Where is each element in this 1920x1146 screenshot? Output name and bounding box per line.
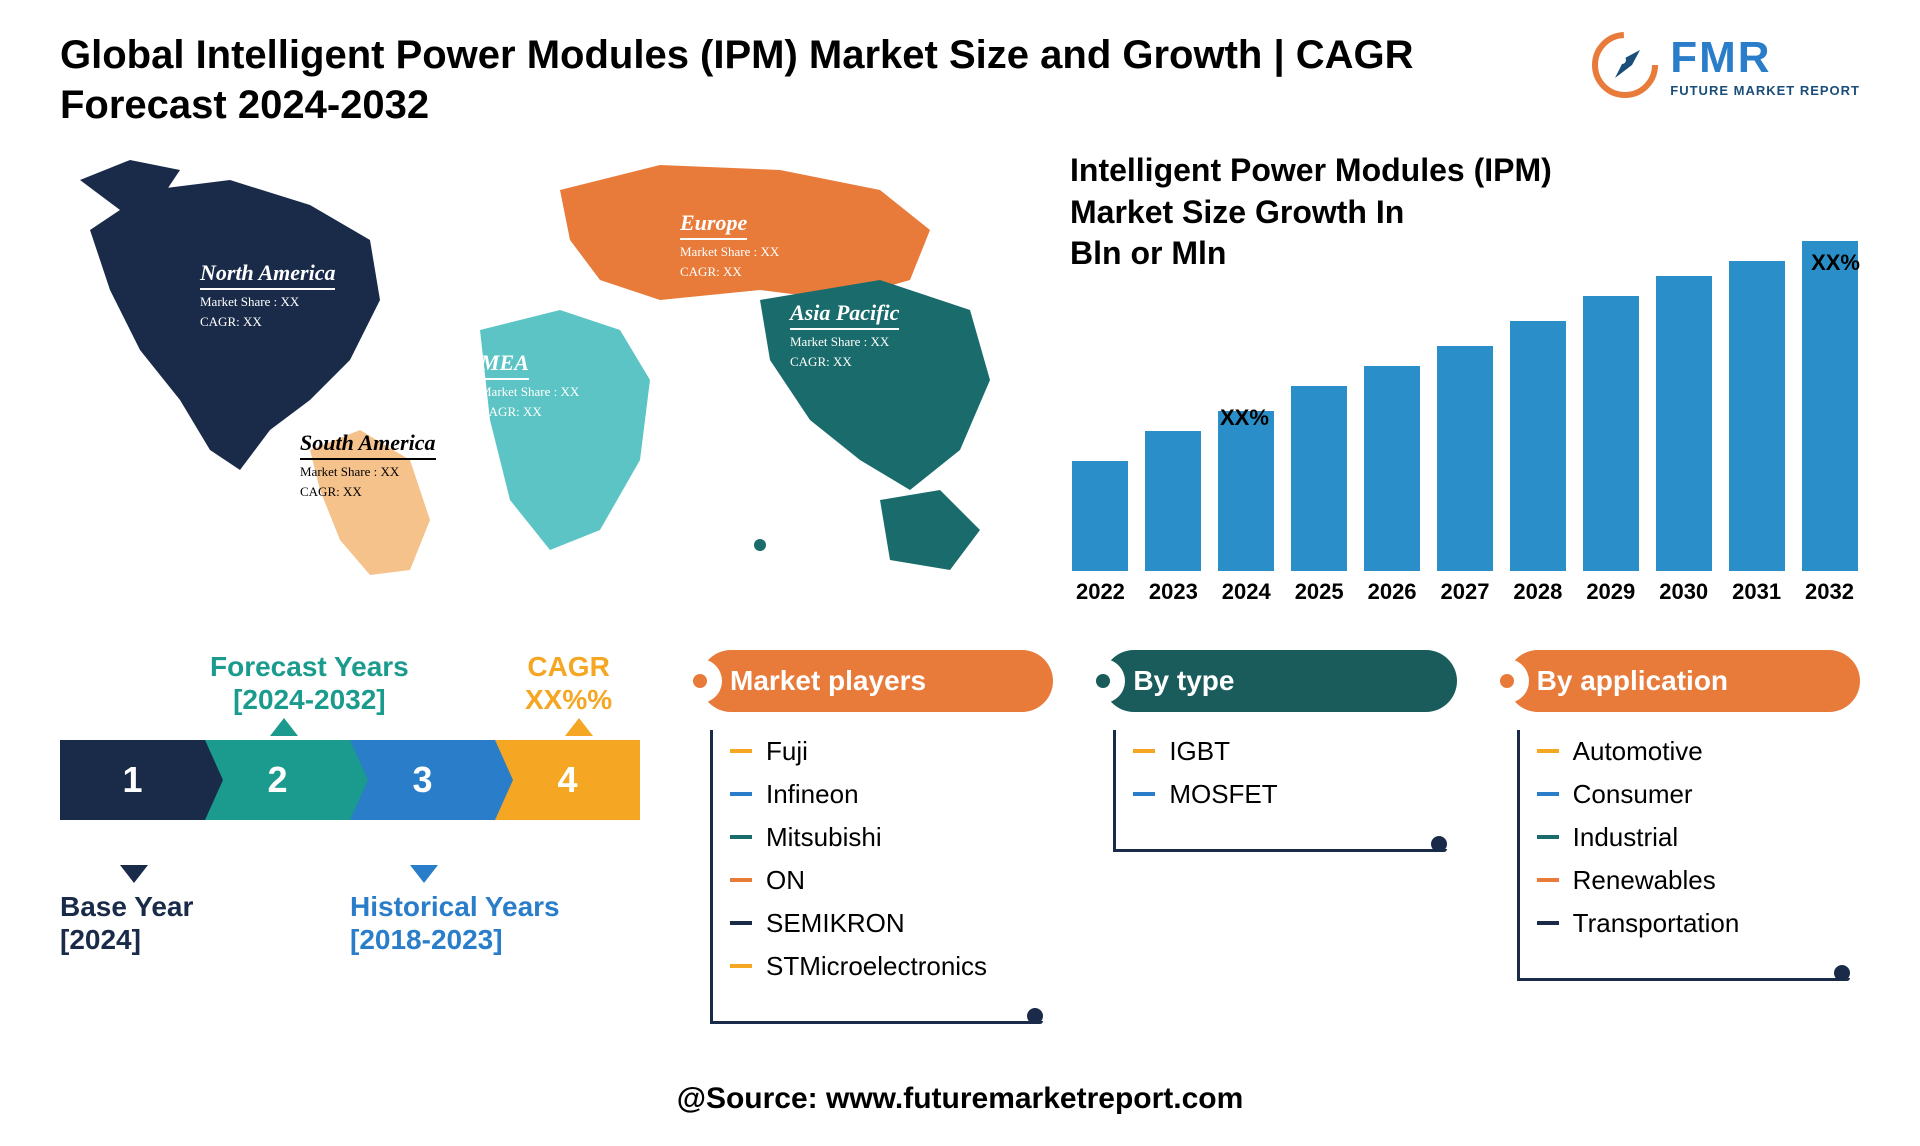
list-item: Fuji (730, 736, 1033, 767)
bar-2029: 2029 (1580, 296, 1641, 605)
bar-2027: 2027 (1435, 346, 1496, 605)
category-by-application: By application Automotive Consumer Industri… (1507, 650, 1860, 1024)
list-item: SEMIKRON (730, 908, 1033, 939)
list-item: Industrial (1537, 822, 1840, 853)
chart-title: Intelligent Power Modules (IPM) Market S… (1070, 150, 1860, 275)
bar-label-2024: XX% (1220, 405, 1269, 431)
timeline-box-2: 2 (205, 740, 350, 820)
main-row: North AmericaMarket Share : XXCAGR: XX So… (60, 150, 1860, 605)
list-item: IGBT (1133, 736, 1436, 767)
bar-2031: 2031 (1726, 261, 1787, 605)
map-region-ap: Asia PacificMarket Share : XXCAGR: XX (790, 300, 899, 370)
list-item: Transportation (1537, 908, 1840, 939)
bar-2028: 2028 (1507, 321, 1568, 605)
logo-text-sub: FUTURE MARKET REPORT (1670, 83, 1860, 98)
list-item: Renewables (1537, 865, 1840, 896)
base-year-label: Base Year[2024] (60, 890, 193, 957)
world-map: North AmericaMarket Share : XXCAGR: XX So… (60, 150, 1020, 580)
timeline: Forecast Years[2024-2032] CAGRXX%% 1 2 3… (60, 650, 640, 820)
category-header: By type (1103, 650, 1456, 712)
timeline-box-3: 3 (350, 740, 495, 820)
map-region-na: North AmericaMarket Share : XXCAGR: XX (200, 260, 335, 330)
list-item: Automotive (1537, 736, 1840, 767)
map-region-mea: MEAMarket Share : XXCAGR: XX (480, 350, 579, 420)
category-market-players: Market players Fuji Infineon Mitsubishi ON SE… (700, 650, 1053, 1024)
category-list: Fuji Infineon Mitsubishi ON SEMIKRON STMicroe… (700, 736, 1053, 1024)
category-header: By application (1507, 650, 1860, 712)
bar-2024: 2024 (1216, 411, 1277, 605)
page-title: Global Intelligent Power Modules (IPM) M… (60, 30, 1460, 130)
list-item: Mitsubishi (730, 822, 1033, 853)
historical-label: Historical Years[2018-2023] (350, 890, 560, 957)
category-list: IGBT MOSFET (1103, 736, 1456, 852)
bar-2023: 2023 (1143, 431, 1204, 605)
map-region-sa: South AmericaMarket Share : XXCAGR: XX (300, 430, 436, 500)
list-item: ON (730, 865, 1033, 896)
triangle-down-icon (410, 865, 438, 883)
list-item: Consumer (1537, 779, 1840, 810)
category-by-type: By type IGBT MOSFET (1103, 650, 1456, 1024)
map-region-eu: EuropeMarket Share : XXCAGR: XX (680, 210, 779, 280)
forecast-label: Forecast Years[2024-2032] (210, 650, 409, 717)
logo-icon (1590, 30, 1660, 100)
category-header: Market players (700, 650, 1053, 712)
bar-chart-section: Intelligent Power Modules (IPM) Market S… (1050, 150, 1860, 605)
bar-chart: 2022202320242025202620272028202920302031… (1070, 285, 1860, 605)
category-list: Automotive Consumer Industrial Renewables Tr… (1507, 736, 1860, 981)
timeline-box-1: 1 (60, 740, 205, 820)
triangle-up-icon (565, 718, 593, 736)
bottom-row: Forecast Years[2024-2032] CAGRXX%% 1 2 3… (60, 650, 1860, 1024)
cagr-label: CAGRXX%% (525, 650, 612, 717)
timeline-box-4: 4 (495, 740, 640, 820)
timeline-boxes: 1 2 3 4 (60, 740, 640, 820)
triangle-up-icon (270, 718, 298, 736)
list-item: STMicroelectronics (730, 951, 1033, 982)
bar-2022: 2022 (1070, 461, 1131, 605)
logo-text-main: FMR (1670, 33, 1860, 83)
bar-2032: 2032 (1799, 241, 1860, 605)
header: Global Intelligent Power Modules (IPM) M… (60, 30, 1860, 130)
list-item: MOSFET (1133, 779, 1436, 810)
logo: FMR FUTURE MARKET REPORT (1590, 30, 1860, 100)
bar-2026: 2026 (1362, 366, 1423, 605)
triangle-down-icon (120, 865, 148, 883)
source-text: @Source: www.futuremarketreport.com (0, 1082, 1920, 1116)
bar-2030: 2030 (1653, 276, 1714, 605)
bar-label-2032: XX% (1811, 250, 1860, 276)
bar-2025: 2025 (1289, 386, 1350, 605)
list-item: Infineon (730, 779, 1033, 810)
